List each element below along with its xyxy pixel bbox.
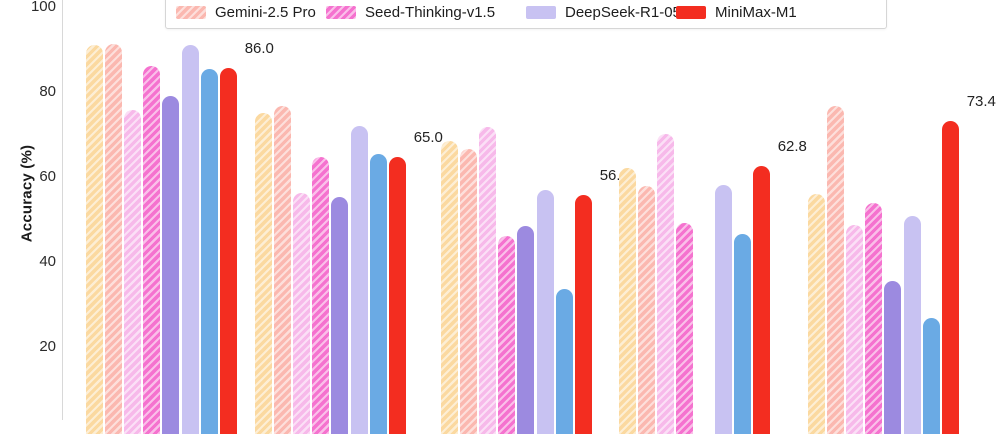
bar-value-label: 62.8: [778, 138, 807, 155]
bar-deepseek-r1: [331, 197, 348, 434]
bar-claude-4-opus: [846, 225, 863, 434]
bar-group: 86.0: [86, 0, 237, 420]
legend-item-gemini-2-5-pro[interactable]: Gemini-2.5 Pro: [176, 1, 326, 23]
bar-qwen3-235b-a22b: [556, 289, 573, 434]
bar-gemini-2-5-pro: [827, 106, 844, 434]
legend-swatch-icon: [176, 6, 206, 19]
y-axis-tick-label: 40: [10, 253, 56, 270]
bar-deepseek-r1: [162, 96, 179, 434]
bar-qwen3-235b-a22b: [201, 69, 218, 434]
bar-group: 65.0: [255, 0, 406, 420]
legend-column-3: DeepSeek-R1DeepSeek-R1-0528: [526, 0, 676, 23]
bar-claude-4-opus: [293, 193, 310, 434]
bar-deepseek-r1: [517, 226, 534, 434]
bar-minimax-m1: [389, 157, 406, 434]
bar-gemini-2-5-pro: [105, 44, 122, 434]
bar-claude-4-opus: [124, 110, 141, 434]
bar-deepseek-r1-0528: [904, 216, 921, 434]
chart-legend: OpenAI o3Gemini-2.5 Pro Claude 4 OpusSee…: [165, 0, 887, 29]
bar-deepseek-r1-0528: [537, 190, 554, 434]
bar-openai-o3: [441, 141, 458, 434]
legend-swatch-icon: [526, 6, 556, 19]
legend-item-minimax-m1[interactable]: MiniMax-M1: [676, 1, 876, 23]
bar-gemini-2-5-pro: [460, 149, 477, 434]
bar-seed-thinking-v1-5: [143, 66, 160, 434]
y-axis-tick-label: 80: [10, 83, 56, 100]
bar-group: 62.8: [619, 0, 770, 420]
bar-openai-o3: [255, 113, 272, 434]
bar-value-label: 73.4: [967, 93, 996, 110]
bar-deepseek-r1-0528: [715, 185, 732, 434]
bar-qwen3-235b-a22b: [923, 318, 940, 434]
legend-item-deepseek-r1-0528[interactable]: DeepSeek-R1-0528: [526, 1, 676, 23]
legend-column-4: Qwen3-235B-A22BMiniMax-M1: [676, 0, 876, 23]
bar-gemini-2-5-pro: [638, 186, 655, 434]
legend-label: MiniMax-M1: [715, 4, 797, 21]
legend-label: Gemini-2.5 Pro: [215, 4, 316, 21]
y-axis-tick-label: 100: [10, 0, 56, 15]
bar-group: 73.4: [808, 0, 959, 420]
bar-qwen3-235b-a22b: [370, 154, 387, 434]
bar-deepseek-r1-0528: [351, 126, 368, 434]
bar-group: 56.0: [441, 0, 592, 420]
legend-label: Seed-Thinking-v1.5: [365, 4, 495, 21]
bar-claude-4-opus: [657, 134, 674, 434]
legend-column-1: OpenAI o3Gemini-2.5 Pro: [176, 0, 326, 23]
bar-minimax-m1: [942, 121, 959, 434]
legend-swatch-icon: [676, 6, 706, 19]
y-axis-tick-label: 20: [10, 338, 56, 355]
bar-minimax-m1: [575, 195, 592, 434]
bar-openai-o3: [619, 168, 636, 434]
bar-deepseek-r1-0528: [182, 45, 199, 434]
bar-seed-thinking-v1-5: [312, 157, 329, 434]
legend-column-2: Claude 4 OpusSeed-Thinking-v1.5: [326, 0, 526, 23]
bar-openai-o3: [808, 194, 825, 434]
legend-swatch-icon: [326, 6, 356, 19]
legend-item-seed-thinking-v1-5[interactable]: Seed-Thinking-v1.5: [326, 1, 526, 23]
bar-minimax-m1: [220, 68, 237, 434]
bar-gemini-2-5-pro: [274, 106, 291, 434]
bar-seed-thinking-v1-5: [676, 223, 693, 434]
bar-seed-thinking-v1-5: [498, 236, 515, 434]
bar-claude-4-opus: [479, 127, 496, 434]
bar-value-label: 65.0: [414, 129, 443, 146]
bar-openai-o3: [86, 45, 103, 434]
y-axis-tick-label: 60: [10, 168, 56, 185]
bar-minimax-m1: [753, 166, 770, 434]
bar-seed-thinking-v1-5: [865, 203, 882, 434]
bar-qwen3-235b-a22b: [734, 234, 751, 434]
y-axis-ticks: 100 80 60 40 20: [0, 0, 56, 420]
bar-deepseek-r1: [884, 281, 901, 434]
